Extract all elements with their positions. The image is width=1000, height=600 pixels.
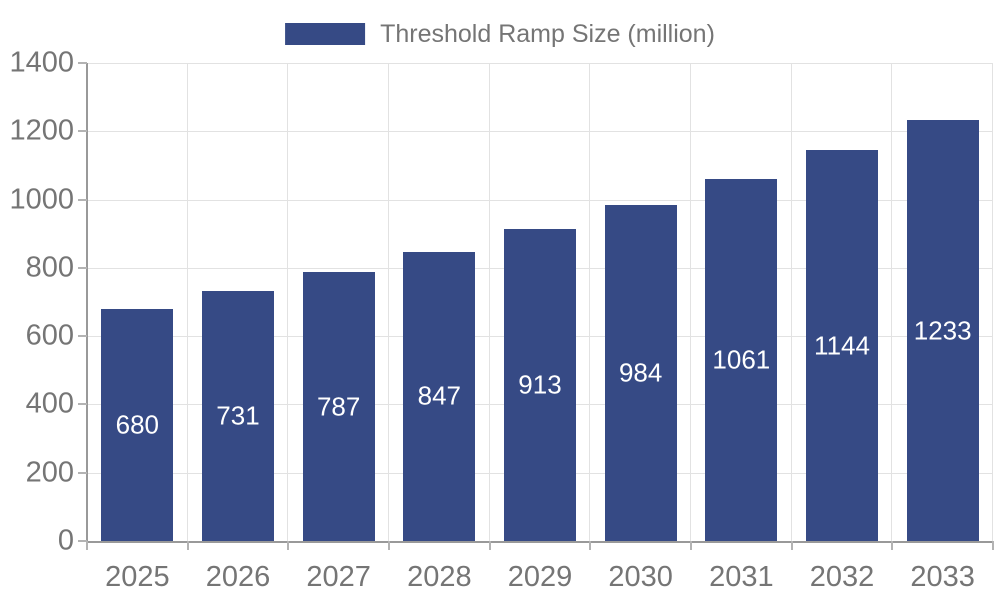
bar-value-label: 1233 [913,315,972,345]
plot-area: 680 731 787 847 913 984 1061 1144 1233 [86,63,994,543]
bar [604,205,677,541]
x-axis-tick-mark [790,541,793,550]
horizontal-gridline [87,131,993,133]
x-tick-label: 2026 [205,561,271,593]
bar [504,229,576,541]
bar-value-label: 787 [316,391,361,422]
x-axis-tick-mark [186,541,189,550]
y-axis-tick-mark [78,266,87,269]
horizontal-gridline [87,63,993,64]
vertical-gridline [488,63,490,541]
legend-label: Threshold Ramp Size (million) [380,20,715,48]
horizontal-gridline [87,199,993,201]
bar-value-label: 1061 [712,344,771,375]
bar-value-label: 680 [115,409,160,440]
y-axis-tick-mark [78,471,87,474]
bar [302,272,375,541]
y-tick-label: 400 [25,387,74,420]
x-tick-label: 2030 [608,561,673,593]
x-axis-tick-mark [287,541,290,550]
x-tick-label: 2031 [709,561,774,593]
x-tick-label: 2025 [105,561,170,593]
chart-legend[interactable]: Threshold Ramp Size (million) [285,21,715,47]
vertical-gridline [891,63,893,541]
y-axis-tick-mark [78,335,87,338]
y-tick-label: 1400 [9,46,74,79]
x-tick-label: 2033 [910,561,975,593]
bar [202,291,274,541]
bar-value-label: 1144 [814,330,870,361]
x-axis-tick-mark [690,541,692,550]
y-axis-tick-mark [78,62,87,64]
bar-value-label: 847 [417,380,462,411]
y-tick-label: 0 [57,524,74,557]
y-axis-line [86,63,88,541]
x-tick-label: 2028 [407,561,472,593]
y-axis-tick-mark [78,540,87,542]
bar-value-label: 913 [518,369,562,400]
x-axis-tick-mark [589,541,592,550]
x-axis-tick-mark [891,541,894,550]
bar-value-label: 984 [618,357,663,388]
y-tick-label: 1200 [9,114,74,147]
vertical-gridline [992,63,993,541]
bar [101,308,174,541]
y-tick-label: 200 [25,456,74,489]
y-tick-label: 1000 [9,183,74,216]
y-tick-label: 800 [25,251,74,284]
x-axis-line [86,541,994,543]
vertical-gridline [690,63,691,541]
y-axis-tick-mark [78,198,87,201]
bar [705,178,778,541]
vertical-gridline [589,63,591,541]
y-axis-tick-mark [78,403,87,406]
bar [906,120,979,541]
x-axis-tick-mark [388,541,390,550]
x-axis-tick-mark [86,541,88,550]
y-tick-label: 600 [25,319,74,352]
vertical-gridline [388,63,389,541]
bar [403,251,476,541]
x-tick-label: 2027 [306,561,371,593]
vertical-gridline [186,63,188,541]
bar-value-label: 731 [216,400,260,431]
legend-swatch [285,23,366,45]
vertical-gridline [790,63,792,541]
x-axis-tick-mark [992,541,994,550]
bar [806,150,878,541]
x-axis-tick-mark [488,541,491,550]
vertical-gridline [287,63,289,541]
y-axis-tick-mark [78,130,87,133]
x-tick-label: 2029 [507,561,573,593]
x-tick-label: 2032 [809,561,875,593]
